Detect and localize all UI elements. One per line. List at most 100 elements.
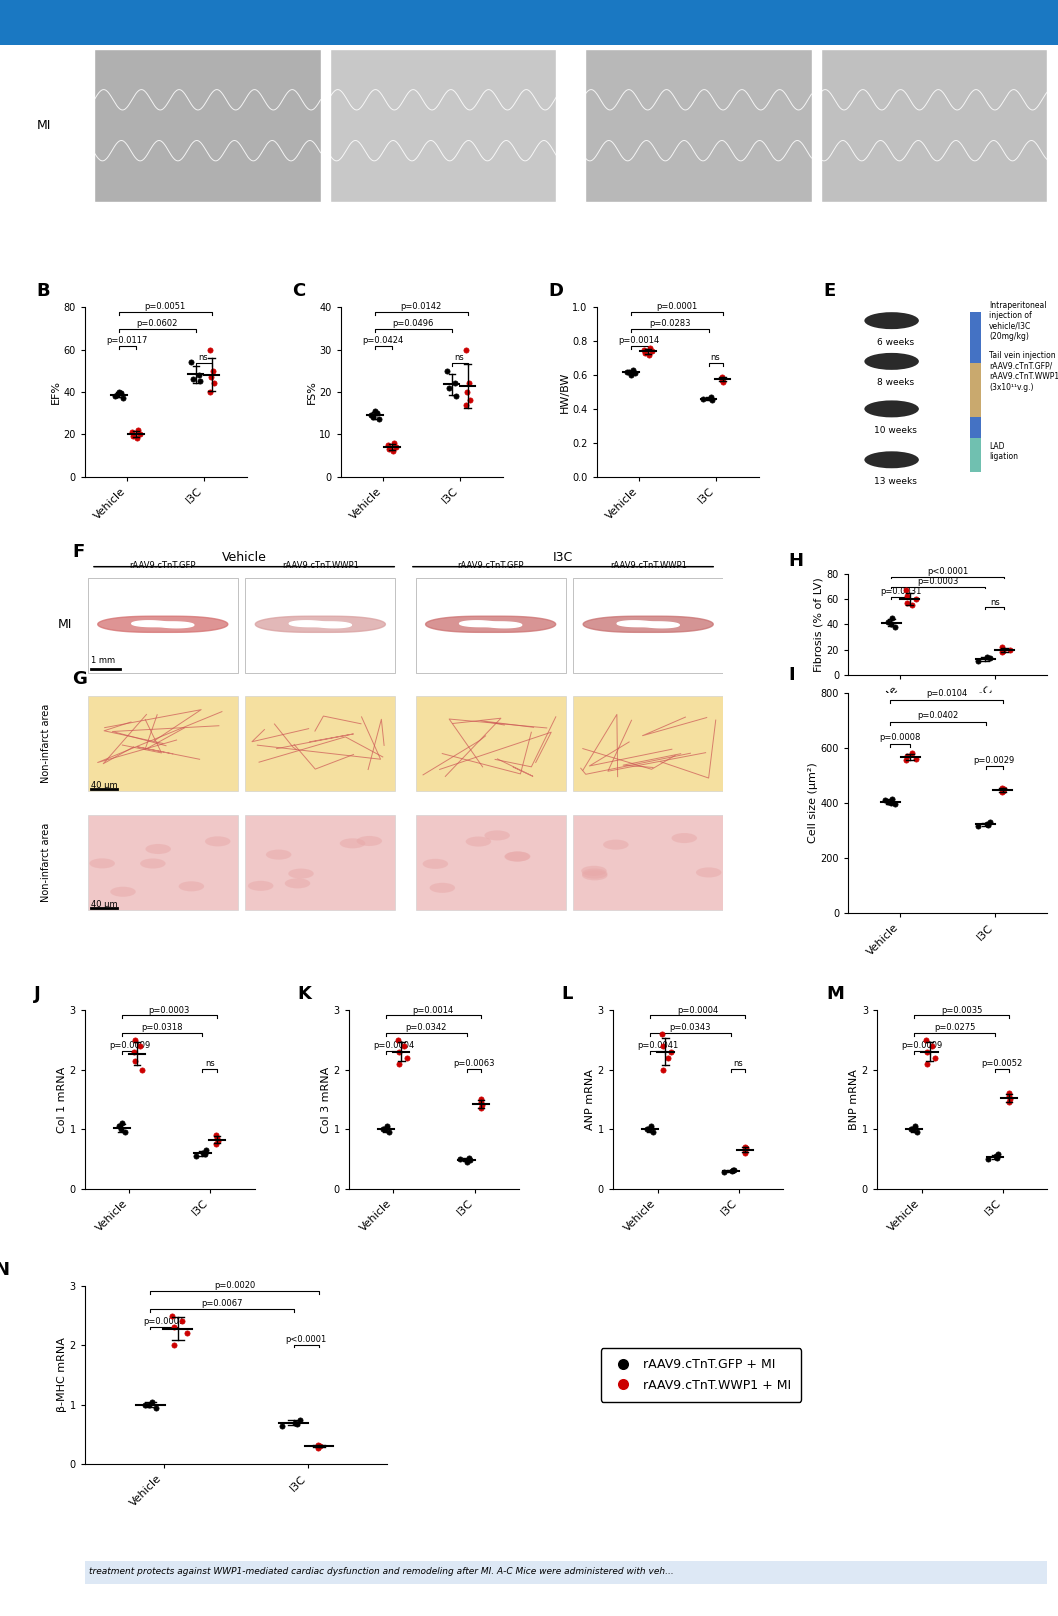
Bar	[416, 579, 566, 672]
Text: 1 mm: 1 mm	[91, 656, 115, 664]
Text: ns: ns	[205, 1058, 215, 1068]
Text: p=0.0424: p=0.0424	[363, 336, 404, 346]
Text: F: F	[72, 543, 85, 561]
Point	[898, 583, 915, 609]
Point	[970, 813, 987, 839]
Point	[472, 1086, 489, 1112]
Polygon shape	[459, 621, 522, 627]
Point	[982, 810, 999, 835]
Ellipse shape	[864, 352, 919, 370]
Point	[716, 1159, 733, 1185]
Text: p=0.0014: p=0.0014	[619, 336, 660, 346]
Text: p<0.0001: p<0.0001	[927, 567, 968, 577]
Point	[182, 349, 199, 375]
Point	[908, 747, 925, 772]
Point	[1002, 1086, 1019, 1112]
Text: treatment protects against WWP1-mediated cardiac dysfunction and remodeling afte: treatment protects against WWP1-mediated…	[90, 1568, 674, 1576]
Text: p=0.0003: p=0.0003	[917, 577, 959, 587]
Point	[375, 1117, 391, 1143]
Text: G: G	[72, 671, 87, 688]
Ellipse shape	[603, 840, 628, 850]
Text: p=0.0067: p=0.0067	[201, 1299, 242, 1307]
Bar	[585, 48, 811, 202]
Text: D: D	[548, 283, 563, 301]
Point	[644, 1120, 661, 1146]
Point	[987, 1143, 1004, 1168]
Point	[448, 383, 464, 409]
Point	[459, 380, 476, 406]
Y-axis label: HW/BW: HW/BW	[560, 372, 569, 412]
Point	[723, 1159, 740, 1185]
Ellipse shape	[696, 868, 722, 877]
Point	[386, 430, 403, 456]
Point	[190, 362, 207, 388]
Point	[310, 1435, 327, 1461]
Point	[902, 1117, 919, 1143]
Bar	[330, 48, 557, 202]
Text: p=0.0009: p=0.0009	[109, 1041, 150, 1050]
Text: I3C: I3C	[797, 6, 817, 19]
Y-axis label: Col 1 mRNA: Col 1 mRNA	[56, 1067, 67, 1133]
Text: p<0.0001: p<0.0001	[286, 1335, 327, 1345]
Point	[621, 359, 638, 385]
Text: K: K	[297, 986, 311, 1004]
Ellipse shape	[90, 858, 115, 868]
Point	[126, 1039, 143, 1065]
Bar	[88, 579, 238, 672]
Y-axis label: EF%: EF%	[51, 380, 60, 404]
Y-axis label: BNP mRNA: BNP mRNA	[849, 1070, 859, 1130]
Point	[440, 375, 457, 401]
Point	[995, 777, 1011, 803]
Text: MI: MI	[37, 118, 51, 133]
Text: p=0.0041: p=0.0041	[637, 1041, 678, 1050]
Point	[996, 776, 1013, 802]
Point	[887, 792, 904, 818]
Point	[980, 813, 997, 839]
Ellipse shape	[430, 882, 455, 894]
Y-axis label: FS%: FS%	[307, 380, 316, 404]
Point	[636, 339, 653, 365]
Point	[993, 779, 1010, 805]
Point	[209, 1128, 226, 1154]
Point	[131, 1033, 148, 1058]
Ellipse shape	[505, 852, 530, 861]
Point	[390, 1039, 407, 1065]
Point	[694, 386, 711, 412]
Point	[390, 1050, 407, 1076]
Point	[459, 1149, 476, 1175]
Point	[365, 404, 382, 430]
Text: A: A	[75, 16, 89, 34]
Point	[982, 645, 999, 671]
Point	[1000, 1081, 1017, 1107]
Text: p=0.0001: p=0.0001	[656, 302, 697, 312]
Text: rAAV9.cTnT.GFP: rAAV9.cTnT.GFP	[457, 561, 524, 570]
Point	[995, 638, 1011, 664]
Point	[643, 338, 660, 364]
Point	[635, 336, 652, 362]
Text: p=0.0142: p=0.0142	[401, 302, 442, 312]
Polygon shape	[255, 616, 385, 632]
Bar	[88, 814, 238, 910]
Point	[381, 1120, 398, 1146]
Point	[385, 438, 402, 464]
Text: MI: MI	[57, 617, 72, 630]
Text: L: L	[562, 986, 573, 1004]
Text: p=0.0035: p=0.0035	[941, 1005, 982, 1015]
Point	[141, 1391, 158, 1417]
Point	[112, 1117, 129, 1143]
Point	[654, 1021, 671, 1047]
Ellipse shape	[340, 839, 365, 848]
Text: rAAV9.cTnT.WWP1: rAAV9.cTnT.WWP1	[399, 26, 488, 36]
Ellipse shape	[864, 451, 919, 469]
Point	[289, 1411, 306, 1437]
Point	[897, 577, 914, 603]
Point	[1000, 1089, 1017, 1115]
Text: p=0.0104: p=0.0104	[926, 690, 967, 698]
Point	[883, 604, 900, 630]
Point	[979, 811, 996, 837]
Point	[205, 370, 222, 396]
Ellipse shape	[145, 844, 171, 853]
Point	[898, 590, 915, 616]
Point	[882, 611, 899, 637]
Text: I3C: I3C	[553, 551, 573, 564]
